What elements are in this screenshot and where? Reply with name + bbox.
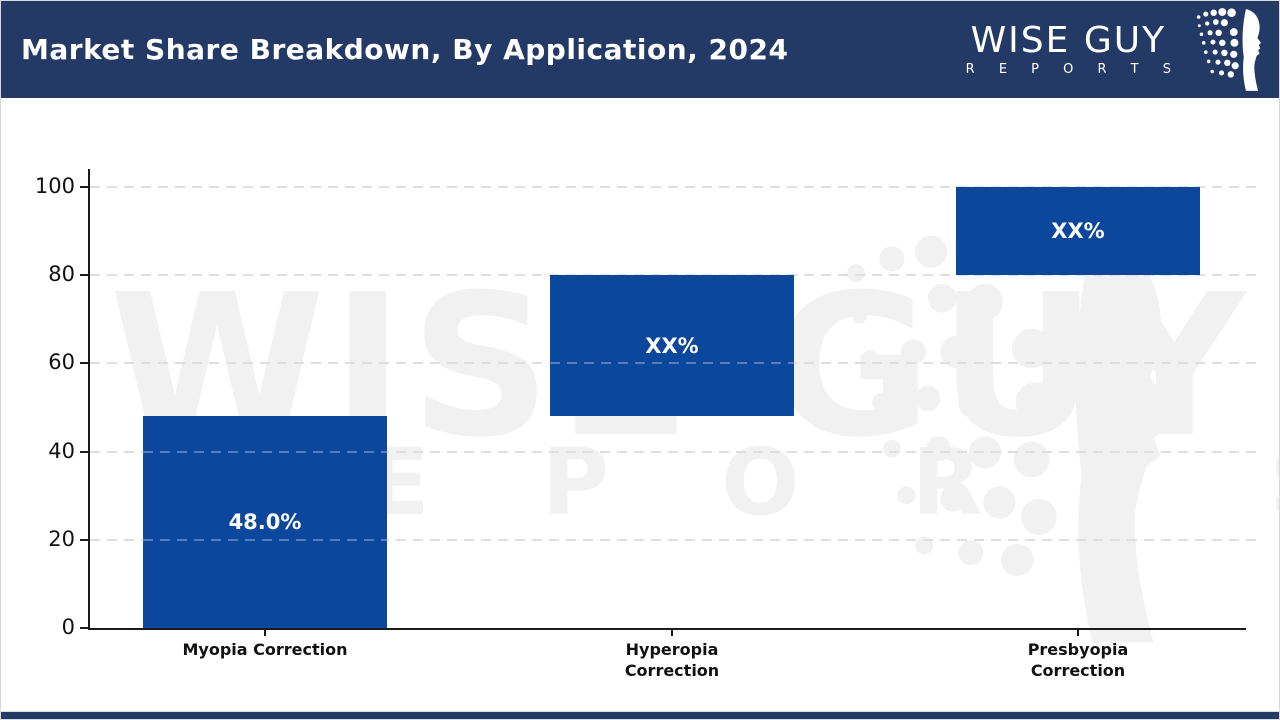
gridline-over-bar	[143, 538, 387, 541]
footer-divider	[1, 711, 1279, 712]
gridline	[90, 538, 1259, 541]
y-tick-mark	[80, 627, 89, 629]
x-axis-line	[88, 628, 1246, 630]
bar-value-label: 48.0%	[228, 510, 302, 535]
y-tick-mark	[80, 362, 89, 365]
bar-value-label: XX%	[1051, 219, 1105, 244]
x-tick-mark	[1077, 628, 1079, 636]
gridline-over-bar	[143, 450, 387, 453]
y-tick-mark	[80, 450, 89, 453]
y-tick-label: 100	[34, 174, 75, 198]
header-bar: Market Share Breakdown, By Application, …	[1, 1, 1279, 98]
brand-subtitle: R E P O R T S	[965, 61, 1181, 77]
bar-value-label: XX%	[645, 333, 699, 358]
x-category-label: Presbyopia Correction	[1027, 640, 1129, 680]
x-category-label: Hyperopia Correction	[624, 640, 720, 680]
gridline	[90, 186, 1259, 188]
gridline-over-bar	[550, 362, 794, 365]
brand-logo: WISE GUY R E P O R T S	[956, 1, 1271, 98]
y-tick-label: 20	[48, 526, 75, 551]
y-tick-label: 60	[48, 350, 75, 375]
x-tick-mark	[671, 628, 673, 636]
y-tick-mark	[80, 186, 89, 188]
gridline	[90, 450, 1259, 453]
bar-segment: XX%	[550, 275, 794, 417]
face-profile-icon	[1196, 7, 1261, 91]
y-axis-line	[88, 169, 90, 630]
y-tick-mark	[80, 538, 89, 541]
y-tick-label: 0	[61, 615, 75, 639]
bar-segment: 48.0%	[143, 416, 387, 628]
brand-logo-text: WISE GUY R E P O R T S	[956, 22, 1181, 77]
y-tick-label: 80	[48, 262, 75, 287]
chart-title: Market Share Breakdown, By Application, …	[21, 33, 789, 66]
brand-name: WISE GUY	[970, 20, 1167, 62]
y-tick-mark	[80, 274, 89, 277]
x-category-label: Myopia Correction	[182, 640, 348, 659]
x-tick-mark	[264, 628, 266, 636]
y-tick-label: 40	[48, 438, 75, 463]
bar-segment: XX%	[956, 187, 1200, 276]
footer-bar	[1, 712, 1279, 719]
